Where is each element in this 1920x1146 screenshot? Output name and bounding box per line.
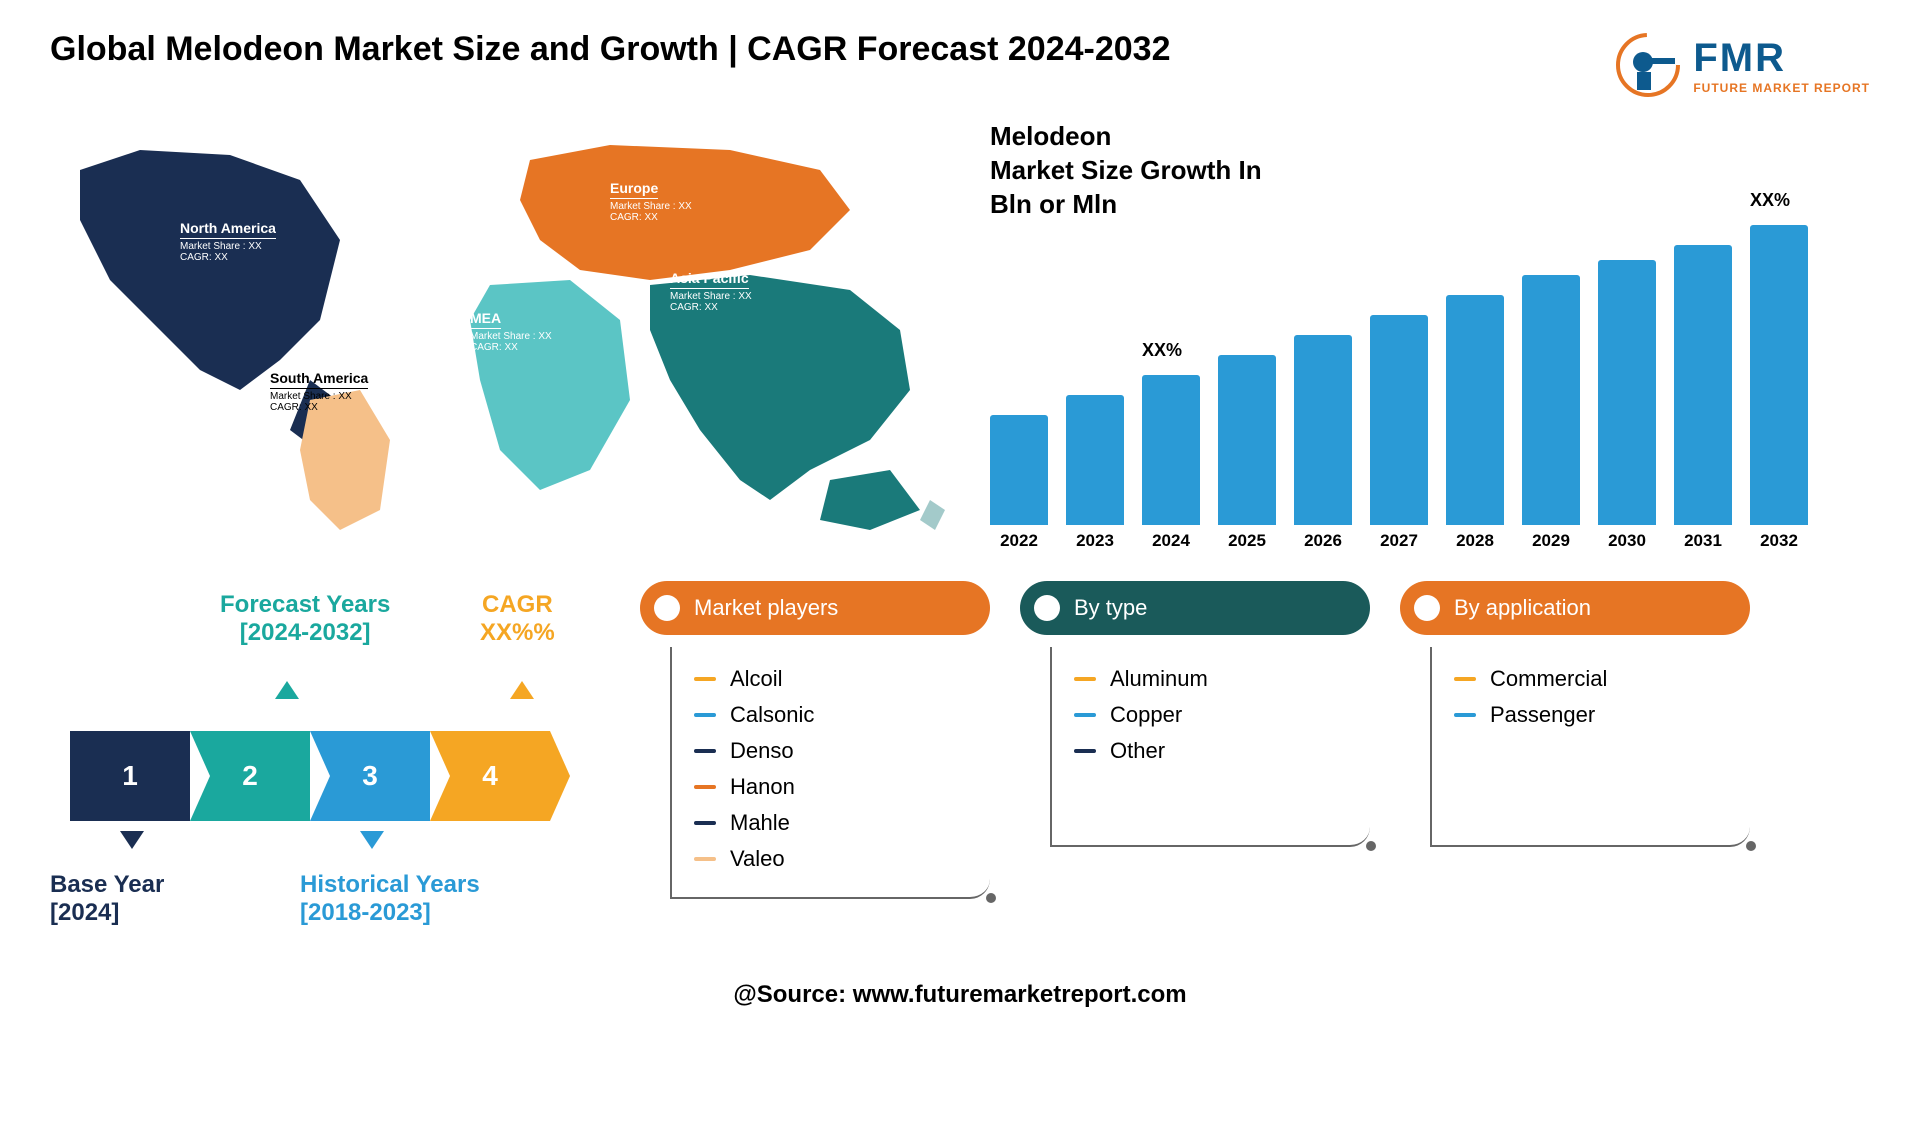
dot-icon xyxy=(654,595,680,621)
historical-arrow-icon xyxy=(360,831,384,849)
bar-2032: 2032 xyxy=(1750,225,1808,551)
seg-item: Valeo xyxy=(694,841,990,877)
region-label-north-america: North AmericaMarket Share : XXCAGR: XX xyxy=(180,220,276,263)
seg-body: AluminumCopperOther xyxy=(1050,647,1370,847)
chevron-2: 2 xyxy=(190,731,310,821)
seg-body: AlcoilCalsonicDensoHanonMahleValeo xyxy=(670,647,990,899)
seg-item: Copper xyxy=(1074,697,1370,733)
base-arrow-icon xyxy=(120,831,144,849)
cagr-label: CAGR XX%% xyxy=(480,591,555,647)
bar-2028: 2028 xyxy=(1446,295,1504,551)
seg-item: Hanon xyxy=(694,769,990,805)
historical-label: Historical Years [2018-2023] xyxy=(300,871,480,927)
bar-2022: 2022 xyxy=(990,415,1048,551)
page-title: Global Melodeon Market Size and Growth |… xyxy=(50,30,1170,69)
seg-item: Commercial xyxy=(1454,661,1750,697)
bar-2024: 2024 xyxy=(1142,375,1200,551)
source-text: @Source: www.futuremarketreport.com xyxy=(50,981,1870,1009)
region-label-mea: MEAMarket Share : XXCAGR: XX xyxy=(470,310,552,353)
chart-title: MelodeonMarket Size Growth InBln or Mln xyxy=(990,120,1410,221)
seg-item: Alcoil xyxy=(694,661,990,697)
bar-chart: MelodeonMarket Size Growth InBln or Mln … xyxy=(990,120,1870,551)
forecast-label: Forecast Years [2024-2032] xyxy=(220,591,390,647)
region-label-south-america: South AmericaMarket Share : XXCAGR: XX xyxy=(270,370,368,413)
logo-main-text: FMR xyxy=(1693,36,1870,81)
segment-by-type: By type AluminumCopperOther xyxy=(1020,581,1370,899)
bar-2030: 2030 xyxy=(1598,260,1656,551)
seg-item: Mahle xyxy=(694,805,990,841)
seg-header: By application xyxy=(1400,581,1750,635)
seg-body: CommercialPassenger xyxy=(1430,647,1750,847)
region-label-asia-pacific: Asia PacificMarket Share : XXCAGR: XX xyxy=(670,270,752,313)
seg-item: Aluminum xyxy=(1074,661,1370,697)
annot-end: XX% xyxy=(1750,190,1790,211)
cagr-arrow-icon xyxy=(510,681,534,699)
seg-header: Market players xyxy=(640,581,990,635)
forecast-arrow-icon xyxy=(275,681,299,699)
region-label-europe: EuropeMarket Share : XXCAGR: XX xyxy=(610,180,692,223)
seg-item: Other xyxy=(1074,733,1370,769)
segment-by-application: By application CommercialPassenger xyxy=(1400,581,1750,899)
fmr-logo-icon xyxy=(1613,30,1683,100)
bar-2026: 2026 xyxy=(1294,335,1352,551)
annot-start: XX% xyxy=(1142,340,1182,361)
dot-icon xyxy=(1414,595,1440,621)
seg-item: Denso xyxy=(694,733,990,769)
base-label: Base Year [2024] xyxy=(50,871,164,927)
dot-icon xyxy=(1034,595,1060,621)
bar-2029: 2029 xyxy=(1522,275,1580,551)
seg-item: Calsonic xyxy=(694,697,990,733)
seg-item: Passenger xyxy=(1454,697,1750,733)
segment-market-players: Market players AlcoilCalsonicDensoHanonM… xyxy=(640,581,990,899)
chevron-1: 1 xyxy=(70,731,190,821)
bar-2027: 2027 xyxy=(1370,315,1428,551)
timeline: Forecast Years [2024-2032] CAGR XX%% 123… xyxy=(50,581,610,941)
bar-2025: 2025 xyxy=(1218,355,1276,551)
bar-2031: 2031 xyxy=(1674,245,1732,551)
chevron-3: 3 xyxy=(310,731,430,821)
fmr-logo: FMR FUTURE MARKET REPORT xyxy=(1613,30,1870,100)
world-map: North AmericaMarket Share : XXCAGR: XX So… xyxy=(50,120,950,540)
bar-2023: 2023 xyxy=(1066,395,1124,551)
seg-header: By type xyxy=(1020,581,1370,635)
chevron-4: 4 xyxy=(430,731,550,821)
logo-sub-text: FUTURE MARKET REPORT xyxy=(1693,81,1870,95)
